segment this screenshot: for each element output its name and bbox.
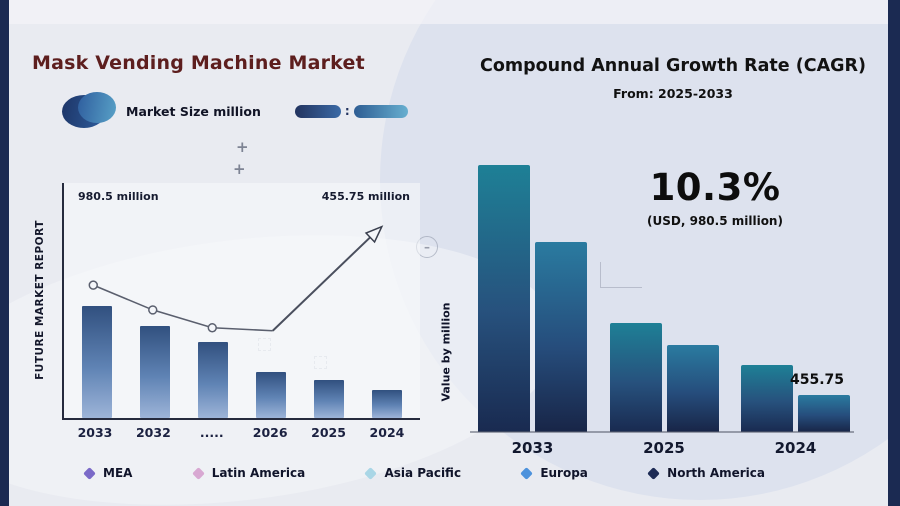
- legend-item-latin-america: Latin America: [191, 466, 306, 480]
- x-tick-label: 2025: [311, 425, 346, 440]
- market-size-label: Market Size million: [126, 103, 261, 119]
- cagr-bar-group-2025: 2025: [609, 323, 719, 457]
- x-tick-label: 2026: [252, 425, 288, 440]
- left-chart-title: Mask Vending Machine Market: [32, 52, 365, 74]
- plus-decor-icon: +: [236, 138, 249, 156]
- legend-item-europa: Europa: [520, 466, 588, 480]
- right-chart-title: Compound Annual Growth Rate (CAGR): [480, 56, 866, 76]
- step-decor-icon: [600, 262, 642, 288]
- cagr-bar-2025-series-2: [666, 345, 719, 432]
- x-tick-label: 2032: [135, 425, 171, 440]
- annotation-980: 980.5 million: [78, 190, 159, 203]
- legend-item-north-america: North America: [647, 466, 765, 480]
- legend-diamond-icon: [520, 466, 534, 480]
- cagr-bar-2033-series-1: [478, 165, 530, 432]
- legend-item-asia-pacific: Asia Pacific: [364, 466, 462, 480]
- legend-label: Latin America: [211, 466, 306, 480]
- left-x-axis-labels: 2033 2032..... 2026 2025 2024: [62, 425, 420, 440]
- bar-slot: [248, 372, 294, 418]
- right-frame-strip: [888, 0, 900, 506]
- legend-diamond-icon: [364, 466, 378, 480]
- ratio-pill-icon: [294, 104, 341, 118]
- market-bar-2032: [140, 326, 170, 418]
- cagr-bar-2025-series-1: [609, 323, 662, 432]
- left-y-axis-label: FUTURE MARKET REPORT: [34, 220, 46, 380]
- legend-label: MEA: [103, 466, 133, 480]
- cagr-bar-2033-series-2: [535, 242, 587, 432]
- cagr-chart: 2033 2025 2024: [478, 160, 850, 457]
- cagr-note: (USD, 980.5 million): [647, 214, 783, 228]
- left-frame-strip: [0, 0, 9, 506]
- x-tick-label: .....: [199, 425, 224, 440]
- legend-label: Asia Pacific: [384, 466, 462, 480]
- legend-diamond-icon: [647, 466, 661, 480]
- x-tick-label: 2033: [77, 425, 113, 440]
- pill-separator: :: [344, 104, 350, 118]
- x-tick-label: 2024: [369, 425, 405, 440]
- legend-label: North America: [667, 466, 765, 480]
- bar-slot: [364, 390, 410, 418]
- market-size-chart: 980.5 million 455.75 million: [62, 183, 420, 420]
- market-bar-2024: [372, 390, 402, 418]
- legend-diamond-icon: [191, 466, 205, 480]
- ratio-pill-graphic: :: [294, 104, 408, 118]
- right-chart-subtitle: From: 2025-2033: [613, 86, 733, 101]
- bar-slot: [132, 326, 178, 418]
- legend-diamond-icon: [83, 466, 96, 480]
- plus-decor-icon: +: [233, 160, 246, 178]
- cagr-percentage: 10.3%: [649, 166, 781, 209]
- cagr-bar-2024-series-1: [741, 365, 793, 432]
- annotation-455-right: 455.75: [790, 372, 845, 388]
- market-size-row: Market Size million :: [62, 92, 408, 130]
- market-bar-2026: [256, 372, 286, 418]
- right-chart-baseline: [470, 431, 854, 433]
- ratio-pill-icon: [353, 104, 408, 118]
- bar-slot: [74, 306, 120, 418]
- x-tick-label: 2025: [643, 439, 685, 457]
- cagr-bar-group-2024: 2024: [741, 365, 850, 457]
- bar-slot: [306, 380, 352, 418]
- x-tick-label: 2024: [774, 439, 817, 457]
- cagr-value-block: 10.3% (USD, 980.5 million): [600, 166, 830, 228]
- market-bar-2025: [314, 380, 344, 418]
- right-y-axis-label: Value by million: [439, 302, 453, 402]
- database-icon-front: [78, 92, 116, 123]
- top-band: [0, 0, 900, 24]
- cagr-bar-2024-series-2: [798, 395, 850, 432]
- x-tick-label: 2033: [511, 439, 554, 457]
- market-bar-2033: [82, 306, 112, 418]
- cagr-bar-group-2033: 2033: [478, 165, 587, 457]
- legend-label: Europa: [540, 466, 588, 480]
- bar-slot: [190, 342, 236, 418]
- left-bars-container: [64, 306, 420, 418]
- region-legend: MEA Latin America Asia Pacific Europa North …: [83, 466, 765, 480]
- annotation-455: 455.75 million: [321, 190, 410, 203]
- market-bar-.....: [198, 342, 228, 418]
- legend-item-mea: MEA: [83, 466, 133, 480]
- database-icon: [62, 92, 118, 130]
